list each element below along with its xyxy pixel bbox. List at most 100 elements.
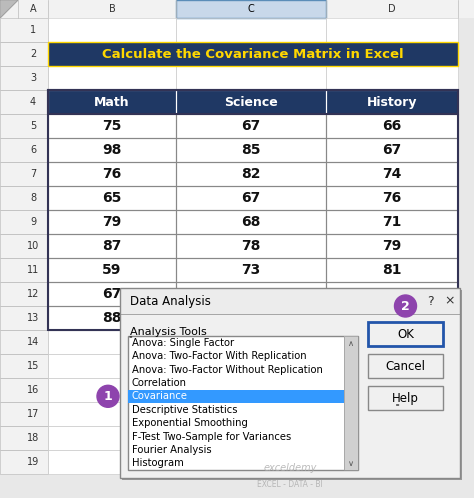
Text: 86: 86 xyxy=(383,311,401,325)
Bar xyxy=(368,322,443,346)
Bar xyxy=(176,138,326,162)
Bar xyxy=(48,426,176,450)
Bar xyxy=(176,282,326,306)
Bar xyxy=(48,450,176,474)
Bar xyxy=(326,66,458,90)
Bar xyxy=(0,210,48,234)
Bar xyxy=(176,450,326,474)
Bar xyxy=(326,186,458,210)
Bar xyxy=(176,282,326,306)
Text: 79: 79 xyxy=(102,215,122,229)
Bar xyxy=(176,162,326,186)
Bar xyxy=(48,258,176,282)
Bar xyxy=(48,330,176,354)
Bar xyxy=(326,234,458,258)
Bar xyxy=(120,288,460,478)
Text: 11: 11 xyxy=(27,265,39,275)
Bar xyxy=(176,162,326,186)
Bar xyxy=(326,114,458,138)
Bar xyxy=(48,186,176,210)
Bar xyxy=(48,402,176,426)
Bar xyxy=(176,114,326,138)
Text: 7: 7 xyxy=(30,169,36,179)
Text: Math: Math xyxy=(94,96,130,109)
Bar xyxy=(48,162,176,186)
Text: ∧: ∧ xyxy=(348,339,354,348)
Text: 13: 13 xyxy=(27,313,39,323)
Bar xyxy=(176,306,326,330)
Bar xyxy=(326,354,458,378)
Text: Exponential Smoothing: Exponential Smoothing xyxy=(132,418,248,428)
Text: 73: 73 xyxy=(241,263,261,277)
Bar xyxy=(48,0,176,18)
Bar xyxy=(48,210,176,234)
Bar xyxy=(0,402,48,426)
Text: 67: 67 xyxy=(241,191,261,205)
Text: 4: 4 xyxy=(30,97,36,107)
Bar xyxy=(326,162,458,186)
Bar xyxy=(0,42,48,66)
Bar xyxy=(326,114,458,138)
Bar xyxy=(48,234,176,258)
Bar xyxy=(48,210,176,234)
Bar xyxy=(48,234,176,258)
Circle shape xyxy=(394,295,417,317)
Bar xyxy=(48,114,176,138)
Bar xyxy=(48,66,176,90)
Bar xyxy=(176,282,326,306)
Bar xyxy=(326,354,458,378)
Text: ×: × xyxy=(445,294,455,307)
Bar xyxy=(326,138,458,162)
Bar xyxy=(176,210,326,234)
Text: Descriptive Statistics: Descriptive Statistics xyxy=(132,405,237,415)
Text: B: B xyxy=(109,4,115,14)
Text: 74: 74 xyxy=(383,167,401,181)
Bar xyxy=(176,18,326,42)
Text: Analysis Tools: Analysis Tools xyxy=(130,327,207,337)
Bar xyxy=(48,402,176,426)
Text: A: A xyxy=(30,4,36,14)
Bar xyxy=(48,282,176,306)
Bar xyxy=(48,90,458,330)
Bar xyxy=(48,354,176,378)
Bar xyxy=(120,288,460,314)
Bar xyxy=(176,234,326,258)
Text: 14: 14 xyxy=(27,337,39,347)
Bar xyxy=(128,336,358,470)
Bar xyxy=(176,138,326,162)
Bar xyxy=(326,66,458,90)
Bar xyxy=(48,354,176,378)
Bar xyxy=(176,186,326,210)
Bar xyxy=(326,282,458,306)
Bar xyxy=(0,378,48,402)
Bar xyxy=(0,66,48,90)
Bar xyxy=(326,138,458,162)
Bar xyxy=(0,402,48,426)
Text: 1: 1 xyxy=(30,25,36,35)
Bar xyxy=(0,450,48,474)
Bar xyxy=(176,0,326,18)
Bar xyxy=(368,386,443,410)
Bar xyxy=(176,306,326,330)
Bar xyxy=(326,258,458,282)
Bar xyxy=(48,138,176,162)
Bar xyxy=(48,90,458,114)
Bar xyxy=(0,162,48,186)
Bar xyxy=(120,288,460,478)
Bar xyxy=(0,66,48,90)
Bar xyxy=(326,426,458,450)
Text: 67: 67 xyxy=(383,143,401,157)
Bar xyxy=(0,354,48,378)
Text: 66: 66 xyxy=(383,119,401,133)
Bar xyxy=(0,426,48,450)
Bar xyxy=(344,336,358,470)
Bar xyxy=(48,138,176,162)
Bar xyxy=(326,282,458,306)
Bar xyxy=(176,426,326,450)
Bar xyxy=(0,186,48,210)
Text: 2: 2 xyxy=(30,49,36,59)
Bar xyxy=(326,234,458,258)
Bar xyxy=(0,234,48,258)
Text: 75: 75 xyxy=(102,119,122,133)
Text: 15: 15 xyxy=(27,361,39,371)
